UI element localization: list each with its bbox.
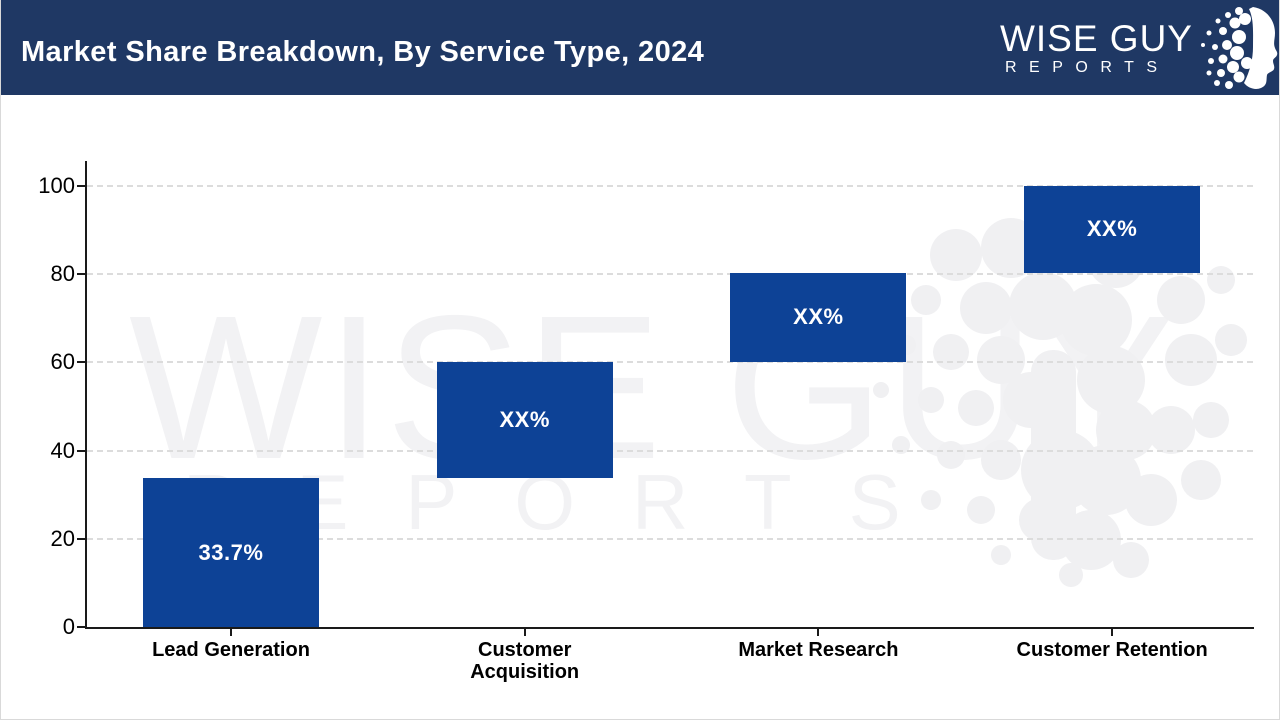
y-axis-tick-label: 60	[50, 349, 75, 375]
logo-head-icon	[1201, 6, 1278, 89]
y-axis-tick-label: 100	[38, 173, 75, 198]
x-axis-category-label: Customer Retention	[1016, 639, 1208, 661]
bar-value-label: XX%	[1086, 216, 1138, 242]
gridline	[87, 537, 1253, 540]
plot: 0 20 40 60 80 100 33.7% Lead Generation XX% Custo…	[1, 95, 1279, 719]
bar-value-label: XX%	[499, 407, 550, 433]
bar-customer-retention: XX%	[1024, 186, 1201, 273]
y-axis-tick-label: 80	[50, 261, 75, 287]
x-axis-tick	[817, 627, 820, 636]
x-axis-tick	[523, 627, 526, 636]
bar-value-label: XX%	[793, 304, 844, 330]
logo: WISE GUY REPORTS	[1000, 0, 1279, 95]
y-axis-tick-label: 20	[50, 525, 75, 551]
logo-subtitle: REPORTS	[1004, 58, 1170, 76]
x-axis-line	[85, 627, 1254, 629]
bar-lead-generation: 33.7%	[143, 478, 319, 627]
bar-market-research: XX%	[730, 272, 907, 362]
y-axis-tick	[77, 273, 85, 276]
y-axis-tick	[77, 626, 85, 628]
x-axis-category-label: Market Research	[738, 639, 899, 661]
bar-customer-acquisition: XX%	[436, 362, 613, 479]
x-axis-tick	[230, 627, 232, 636]
y-axis-tick	[77, 449, 85, 452]
y-axis-tick	[77, 537, 85, 540]
logo-wordmark: WISE GUY	[999, 17, 1193, 59]
gridline	[87, 361, 1253, 364]
logo-text: WISE GUY REPORTS	[1000, 20, 1193, 76]
y-axis-line	[85, 161, 87, 629]
x-axis-category-label: Customer Acquisition	[470, 639, 580, 683]
header: Market Share Breakdown, By Service Type,…	[1, 0, 1279, 95]
page-title: Market Share Breakdown, By Service Type,…	[21, 36, 705, 68]
x-axis-category-label: Lead Generation	[152, 639, 310, 661]
y-axis-tick	[77, 361, 85, 364]
chart-area: WISE GUY REPORTS 0 20 40 60 80 100 33.7% Lead G…	[1, 95, 1279, 719]
y-axis-tick-label: 0	[62, 614, 75, 639]
y-axis-tick-label: 40	[50, 437, 75, 463]
gridline	[87, 185, 1253, 187]
x-axis-tick	[1111, 627, 1114, 636]
gridline	[87, 449, 1253, 452]
y-axis-tick	[77, 185, 85, 187]
bar-value-label: 33.7%	[198, 539, 264, 565]
gridline	[87, 273, 1253, 276]
